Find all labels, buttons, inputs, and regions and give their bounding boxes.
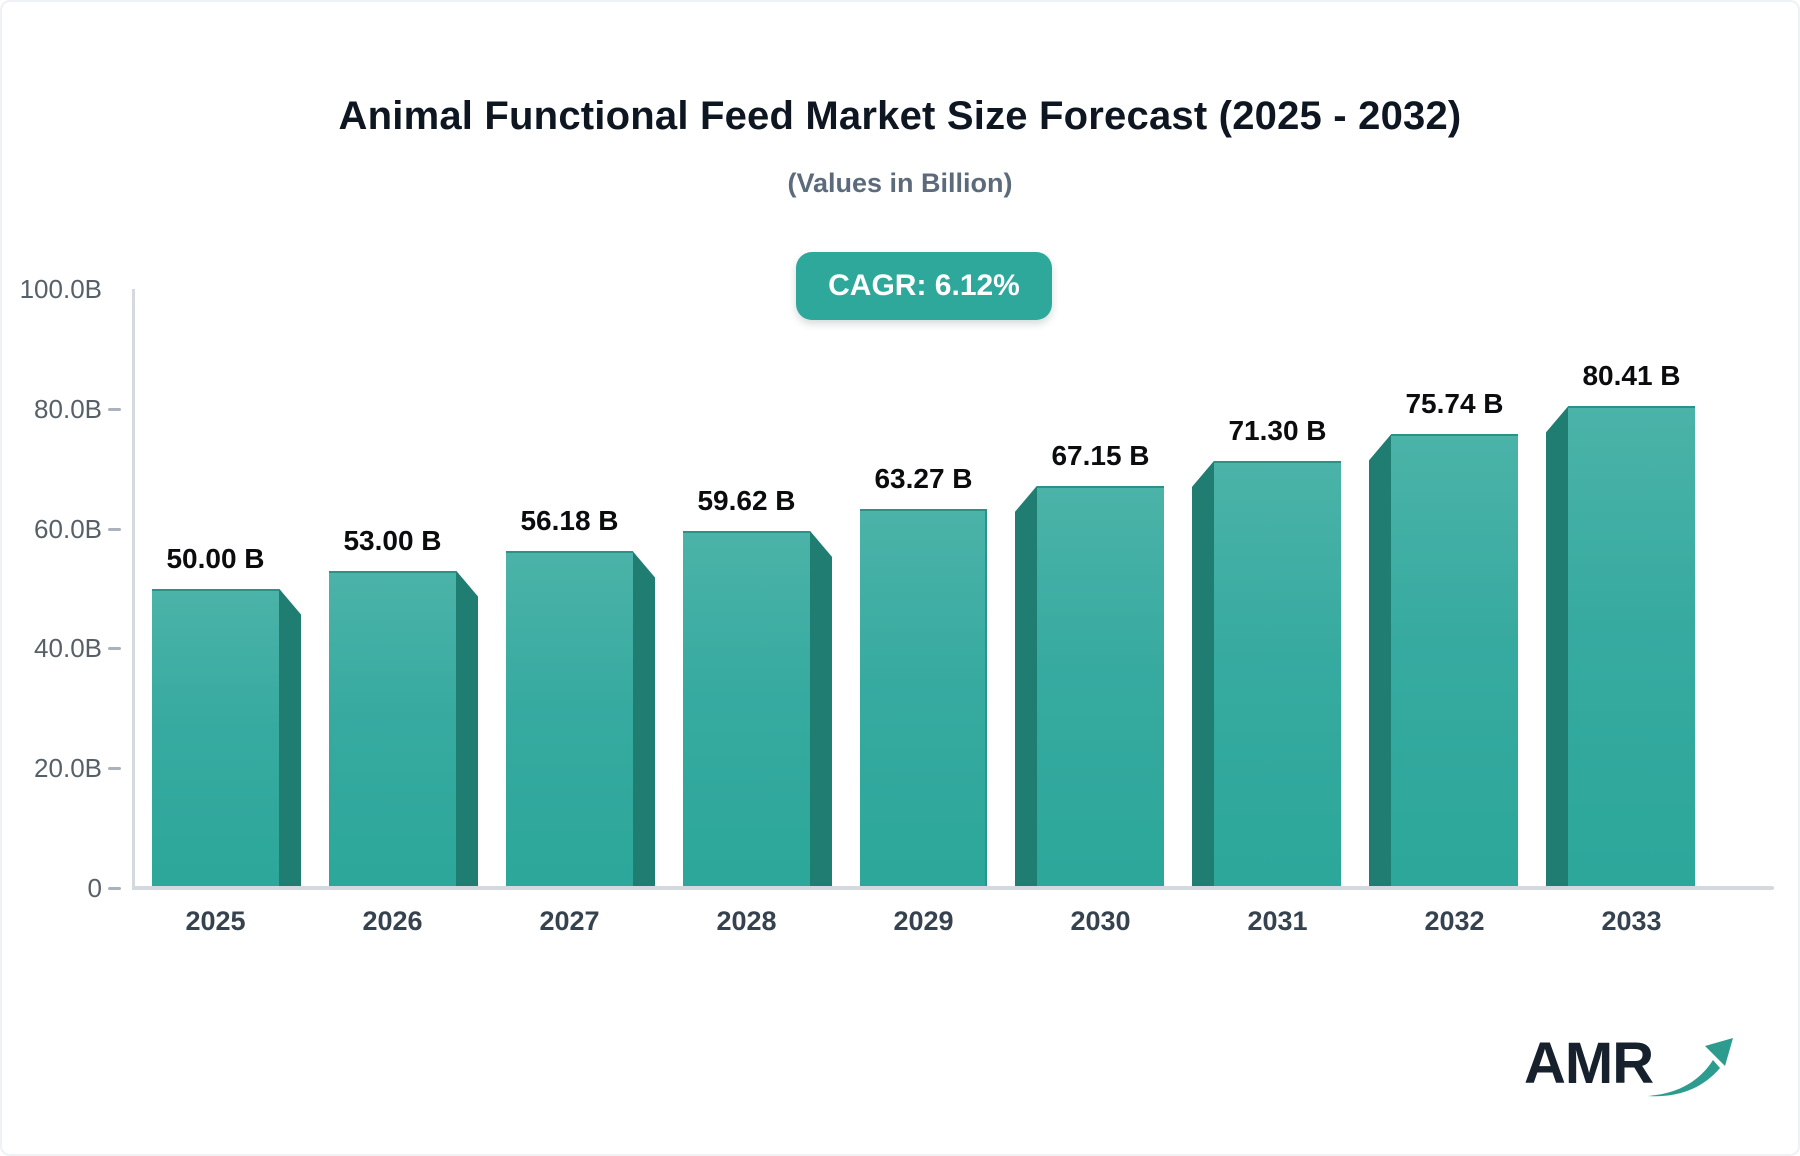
x-axis-label-2029: 2029 — [893, 906, 954, 936]
amr-logo-text: AMR — [1524, 1031, 1654, 1096]
bar-value-label: 63.27 B — [874, 463, 973, 494]
bar-2028 — [683, 530, 810, 887]
x-axis-label-2032: 2032 — [1424, 906, 1485, 936]
y-axis-tick-label: 20.0B — [34, 753, 102, 784]
page-title: Animal Functional Feed Market Size Forec… — [338, 94, 1462, 138]
bar-value-label: 67.15 B — [1051, 439, 1150, 471]
trend-up-arrow-icon — [1647, 1038, 1734, 1097]
bar-value-label: 59.62 B — [697, 484, 796, 516]
bar-value-label: 80.41 B — [1582, 360, 1681, 392]
y-axis-tick — [108, 767, 121, 771]
x-axis-label-2031: 2031 — [1247, 906, 1308, 936]
x-axis-label-2025: 2025 — [185, 906, 246, 936]
bar-2025 — [152, 588, 279, 887]
y-axis-tick-label: 60.0B — [34, 513, 102, 544]
bar-value-label: 50.00 B — [166, 542, 265, 574]
y-axis-tick-label: 100.0B — [19, 274, 102, 304]
bar-3d-side — [810, 530, 832, 887]
amr-logo: AMR — [1524, 1032, 1735, 1102]
bar-2029 — [860, 509, 987, 887]
bar-3d-side — [1192, 460, 1214, 887]
x-axis-label-2027: 2027 — [539, 906, 600, 936]
bar-3d-side — [1546, 406, 1568, 887]
y-axis-tick-label: 80.0B — [34, 393, 102, 424]
bar-2031 — [1214, 460, 1341, 887]
bar-2027 — [506, 551, 633, 887]
bar-2033 — [1568, 406, 1695, 887]
x-axis-line — [132, 886, 1774, 890]
x-axis-label-2026: 2026 — [362, 906, 423, 936]
bar-2032 — [1391, 434, 1518, 887]
cagr-badge-row: CAGR: 6.12% — [2, 252, 1798, 320]
x-axis-label-2030: 2030 — [1070, 906, 1131, 936]
cagr-badge: CAGR: 6.12% — [796, 252, 1052, 320]
y-axis-tick-label: 0 — [87, 873, 102, 903]
bar-value-label: 71.30 B — [1228, 414, 1327, 446]
chart-subtitle: (Values in Billion) — [787, 168, 1013, 198]
bar-3d-side — [279, 588, 301, 887]
y-axis-line — [132, 289, 135, 890]
bar-value-label: 75.74 B — [1405, 388, 1504, 420]
bar-2026 — [329, 570, 456, 887]
x-axis-label-2028: 2028 — [716, 906, 777, 936]
bar-2030 — [1037, 485, 1164, 887]
y-axis-tick — [108, 647, 121, 651]
bar-value-label: 53.00 B — [343, 524, 442, 556]
y-axis-tick-label: 40.0B — [34, 633, 102, 664]
y-axis-tick — [108, 527, 121, 531]
bar-3d-side — [1369, 434, 1391, 887]
y-axis-tick — [108, 407, 121, 411]
bar-3d-side — [456, 570, 478, 887]
x-axis-label-2033: 2033 — [1601, 906, 1662, 936]
bar-3d-side — [633, 551, 655, 887]
bar-value-label: 56.18 B — [520, 505, 619, 537]
bar-3d-side — [1015, 485, 1037, 887]
y-axis-tick — [108, 887, 121, 890]
